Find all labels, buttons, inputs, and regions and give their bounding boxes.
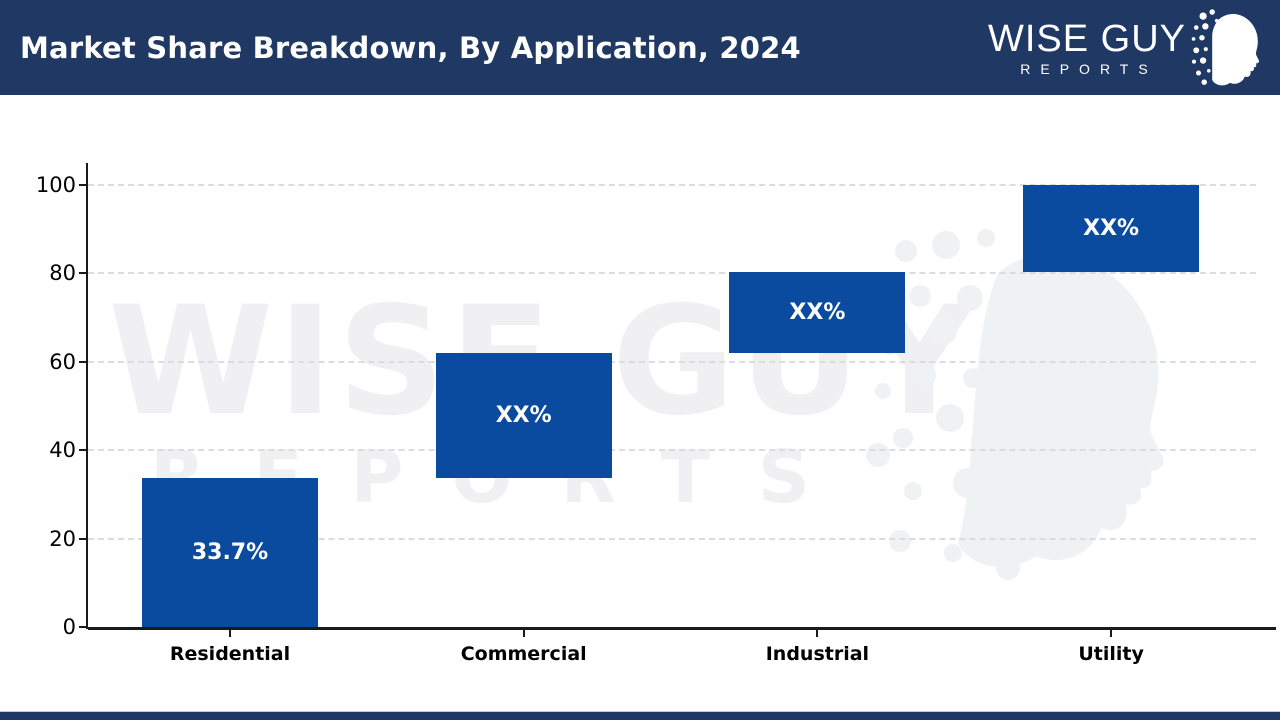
gridline-40 (88, 449, 1256, 452)
x-tick-1 (522, 630, 525, 637)
page-title: Market Share Breakdown, By Application, … (20, 30, 801, 65)
logo-head-icon (1191, 8, 1260, 85)
gridline-80 (88, 272, 1256, 275)
logo-subtitle: REPORTS (1020, 60, 1158, 77)
y-tick-label-60: 60 (49, 349, 76, 374)
gridline-60 (88, 360, 1256, 363)
y-tick-80 (79, 272, 88, 275)
logo: WISE GUY REPORTS (988, 7, 1266, 89)
bar-industrial: XX% (729, 272, 906, 353)
bar-value-label: XX% (789, 300, 846, 325)
gridline-100 (88, 184, 1256, 186)
chart-area: WISE GUY REPORTS 02040608010033.7%Reside… (0, 95, 1280, 712)
y-tick-100 (79, 184, 88, 186)
x-category-label: Industrial (765, 643, 870, 665)
logo-text: WISE GUY REPORTS (988, 20, 1186, 76)
y-tick-40 (79, 449, 88, 452)
x-category-label: Residential (169, 643, 291, 665)
x-tick-2 (816, 630, 819, 637)
y-tick-60 (79, 360, 88, 363)
bar-value-label: XX% (495, 402, 552, 428)
y-tick-label-20: 20 (49, 526, 76, 551)
y-tick-label-80: 80 (49, 261, 76, 286)
watermark-head-icon (866, 229, 1164, 580)
y-axis-line (86, 163, 88, 629)
x-category-label: Utility (1078, 643, 1144, 665)
bar-utility: XX% (1023, 185, 1200, 273)
bar-commercial: XX% (435, 352, 612, 479)
bar-residential: 33.7% (142, 478, 318, 627)
logo-wordmark: WISE GUY (987, 17, 1186, 60)
y-tick-label-40: 40 (49, 438, 76, 463)
gridline-20 (88, 537, 1256, 540)
y-tick-20 (79, 537, 88, 540)
footer-bar (0, 711, 1280, 720)
bar-value-label: XX% (1083, 216, 1140, 242)
header: Market Share Breakdown, By Application, … (0, 0, 1280, 95)
y-tick-label-0: 0 (62, 615, 76, 639)
x-axis-line (88, 627, 1276, 630)
y-tick-0 (79, 626, 88, 628)
bar-value-label: 33.7% (191, 540, 269, 565)
x-category-label: Commercial (460, 643, 587, 665)
x-tick-0 (229, 630, 231, 637)
y-tick-label-100: 100 (35, 173, 76, 197)
x-tick-3 (1110, 630, 1113, 637)
